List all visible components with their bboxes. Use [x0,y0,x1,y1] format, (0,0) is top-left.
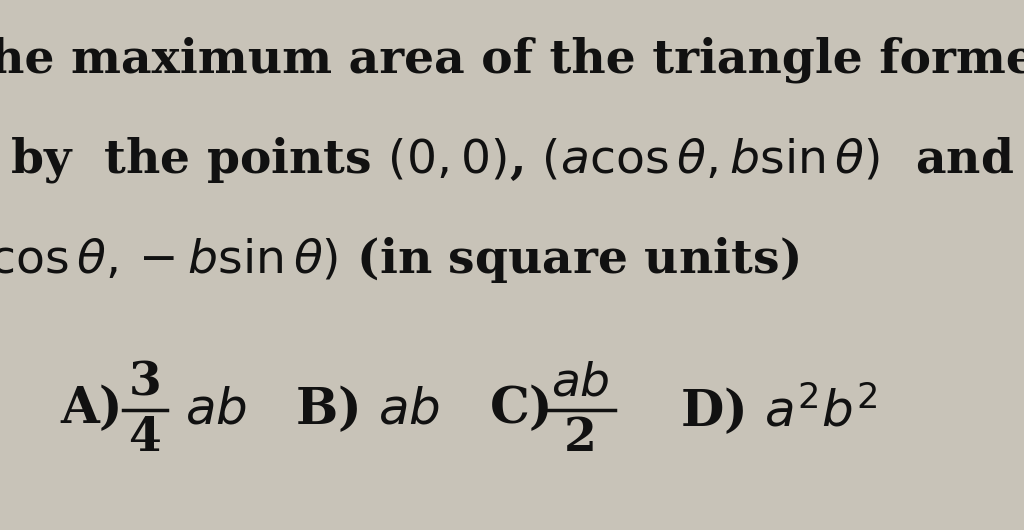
Text: $ab$: $ab$ [551,359,609,405]
Text: $(a\cos\theta, -b\sin\theta)$ (in square units): $(a\cos\theta, -b\sin\theta)$ (in square… [0,235,799,285]
Text: $ab$: $ab$ [185,385,247,435]
Text: D) $a^2b^2$: D) $a^2b^2$ [680,382,878,438]
Text: 2: 2 [563,415,596,461]
Text: 3: 3 [129,359,162,405]
Text: 4: 4 [129,415,162,461]
Text: The maximum area of the triangle formed: The maximum area of the triangle formed [0,37,1024,83]
Text: A): A) [60,385,123,435]
Text: C): C) [490,385,554,435]
Text: B) $ab$: B) $ab$ [295,385,440,435]
Text: by  the points $(0,0)$, $(a\cos\theta, b\sin\theta)$  and: by the points $(0,0)$, $(a\cos\theta, b\… [10,135,1014,185]
